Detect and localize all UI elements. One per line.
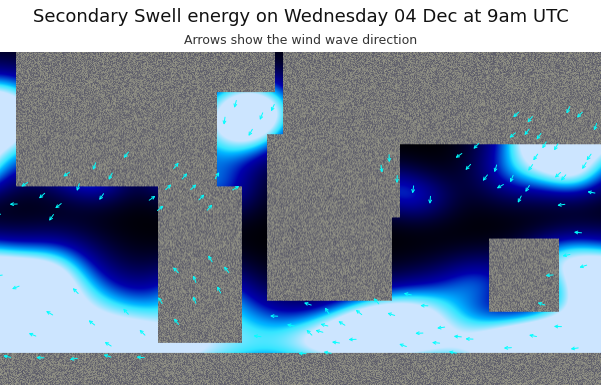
Text: Secondary Swell energy on Wednesday 04 Dec at 9am UTC: Secondary Swell energy on Wednesday 04 D… (32, 8, 569, 26)
Text: Arrows show the wind wave direction: Arrows show the wind wave direction (184, 34, 417, 47)
